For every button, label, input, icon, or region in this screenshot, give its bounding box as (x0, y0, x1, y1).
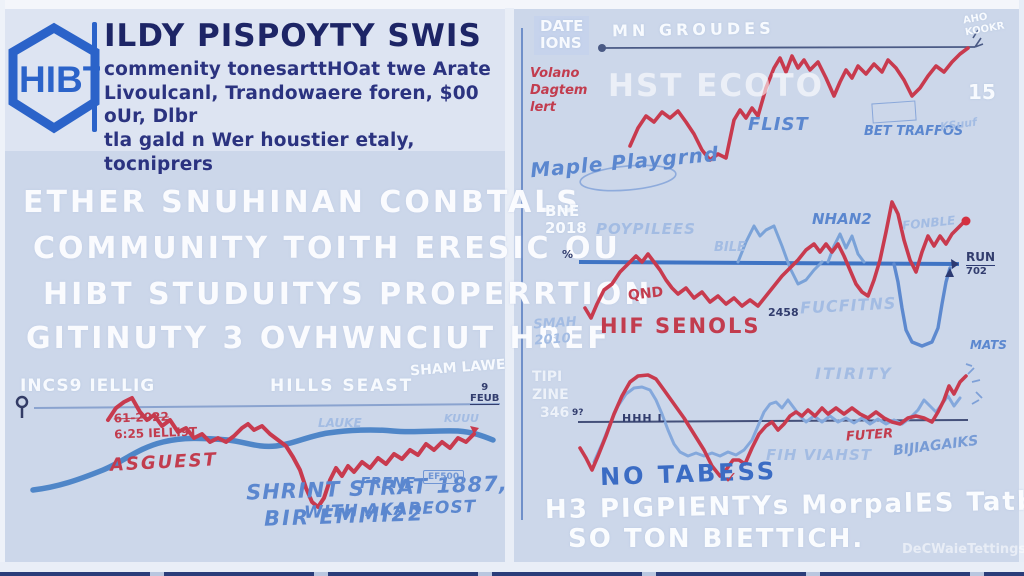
right-bottom-red-line (578, 373, 968, 478)
right-top-blue-label-2: BET TRAFFOS (864, 124, 964, 139)
hero-text-line-4: GITINUTY 3 OVHWNCIUT HREF (26, 321, 611, 356)
right-top-corner-label: DATE IONS (534, 16, 590, 55)
sketch-box (871, 100, 917, 124)
baseline-arrow (951, 259, 959, 269)
right-top-red-line (628, 46, 970, 162)
red-line-arrow-tip (470, 426, 479, 434)
right-bottom-side-labels: TIPI ZINE 346 (532, 369, 570, 422)
right-middle-blue-line-a (736, 224, 824, 286)
left-chart-axis-line (33, 403, 501, 409)
left-chart-panel: INCS9 IELLIG HILLS SEAST SHAM LAWE 9 FEU… (6, 357, 508, 558)
right-top-blue-label-1: FLIST (748, 114, 809, 135)
right-middle-axis-tick: % (562, 248, 574, 261)
pin-icon (15, 395, 29, 409)
right-bottom-faded-top-label: ITIRITY (815, 364, 893, 383)
left-chart-axis-right-label: 9 FEUB (470, 382, 500, 405)
hero-text-line-3: HIBT STUDUITYS PROPERRTION (43, 277, 653, 312)
left-chart-red-note: 61-2022 6:25 IELLI9T (113, 409, 198, 442)
logo-text: HIBT (19, 59, 100, 100)
right-middle-chart (578, 200, 971, 348)
footer-caption-line-2: SO TON BIETTICH. (568, 524, 865, 554)
subtitle-line-2: Livoulcanl, Trandowaere foren, $00 oUr, … (104, 82, 479, 128)
right-middle-faded-label: SMAH 2010 (532, 314, 578, 349)
logo-divider-line (92, 22, 97, 132)
right-bottom-chart-panel: TIPI ZINE 346 9? HHH L ITIRITY FIH VIAHS… (528, 352, 1022, 500)
right-top-axis-line (601, 46, 976, 49)
right-middle-chart-panel: BNE 2018 POYPILEES BILE NHAN2 FONBLE % Q… (528, 192, 1022, 358)
hero-text-line-2: COMMUNITY TOITH ERESIC OU (33, 231, 621, 266)
right-middle-value-small: 2458 (768, 306, 799, 319)
right-bottom-blue-label-1: FIH VIAHST (766, 446, 872, 464)
left-chart-label-left: INCS9 IELLIG (20, 376, 156, 396)
right-middle-blue-line-b (826, 232, 866, 264)
left-chart-red-line (106, 396, 476, 509)
left-frame-strip (0, 0, 5, 576)
left-chart-label-center: HILLS SEAST (270, 376, 414, 396)
left-chart-blue-tag: EF500 (423, 470, 465, 484)
left-chart-faded-label-mid: LAUKE (318, 416, 362, 430)
hibt-logo: HIBT (8, 22, 100, 134)
left-chart-faded-label-right: KUUU (444, 412, 479, 425)
right-top-chart (579, 29, 984, 192)
header-panel (5, 9, 505, 151)
right-bottom-chart (577, 363, 983, 478)
right-middle-baseline (578, 260, 960, 266)
subtitle-line-1: commenity tonesarttHOat twe Arate (104, 59, 492, 80)
right-top-side-label: Volano Dagtem lert (530, 66, 588, 115)
right-middle-blue-label-1: POYPILEES (596, 220, 696, 238)
right-top-value: 15 (968, 80, 996, 104)
right-middle-red-label-big: HIF SENOLS (600, 314, 761, 338)
right-top-ghost-title: HST ECOTO (608, 68, 824, 104)
right-middle-mats-label: MATS (970, 338, 1007, 352)
right-middle-blue-deep-dip (892, 262, 952, 348)
top-frame-strip (0, 0, 1024, 9)
right-bottom-axis-scribble: HHH L (622, 412, 666, 425)
bottom-navy-bar (0, 572, 1024, 576)
right-middle-blue-label-2: BILE (714, 240, 746, 255)
hero-text-line-1: ETHER SNUHINAN CONBTALS (23, 185, 581, 220)
left-chart (15, 395, 501, 509)
red-line-end-dot (961, 216, 971, 226)
right-middle-corner-label: BNE 2018 (545, 202, 587, 238)
end-scribble-cluster (965, 363, 983, 405)
watermark: DeCWaieTettings (902, 542, 1024, 557)
page-title: ILDY PISPOYTY SWIS (104, 18, 482, 54)
right-bottom-axis-start-mark: 9? (572, 408, 584, 418)
right-top-chart-panel: DATE IONS MN GROUDES AHO KOOKR Volano Da… (528, 8, 1022, 192)
right-top-axis-label: MN GROUDES (611, 18, 775, 41)
subtitle-line-3: tla gald n Wer houstier etaly, tocniprer… (104, 130, 415, 175)
right-frame-strip (1019, 0, 1024, 576)
left-chart-blue-line (30, 427, 496, 493)
axis-end-scribble (972, 29, 984, 48)
center-divider (505, 8, 514, 564)
right-middle-run-label: RUN 702 (966, 250, 996, 277)
sketch-ellipse (579, 164, 677, 192)
header-subtitle: commenity tonesarttHOat twe Arate Livoul… (104, 58, 502, 176)
hexagon-logo-icon: HIBT (8, 22, 100, 134)
right-bottom-red-check: ✓ (724, 468, 738, 487)
right-panel-border-line (521, 28, 523, 520)
left-chart-blue-label-frene: FRENE (360, 474, 415, 492)
right-middle-red-line (583, 200, 966, 320)
right-middle-blue-label-3: NHAN2 (812, 210, 872, 228)
bottom-frame-strip (0, 562, 1024, 572)
